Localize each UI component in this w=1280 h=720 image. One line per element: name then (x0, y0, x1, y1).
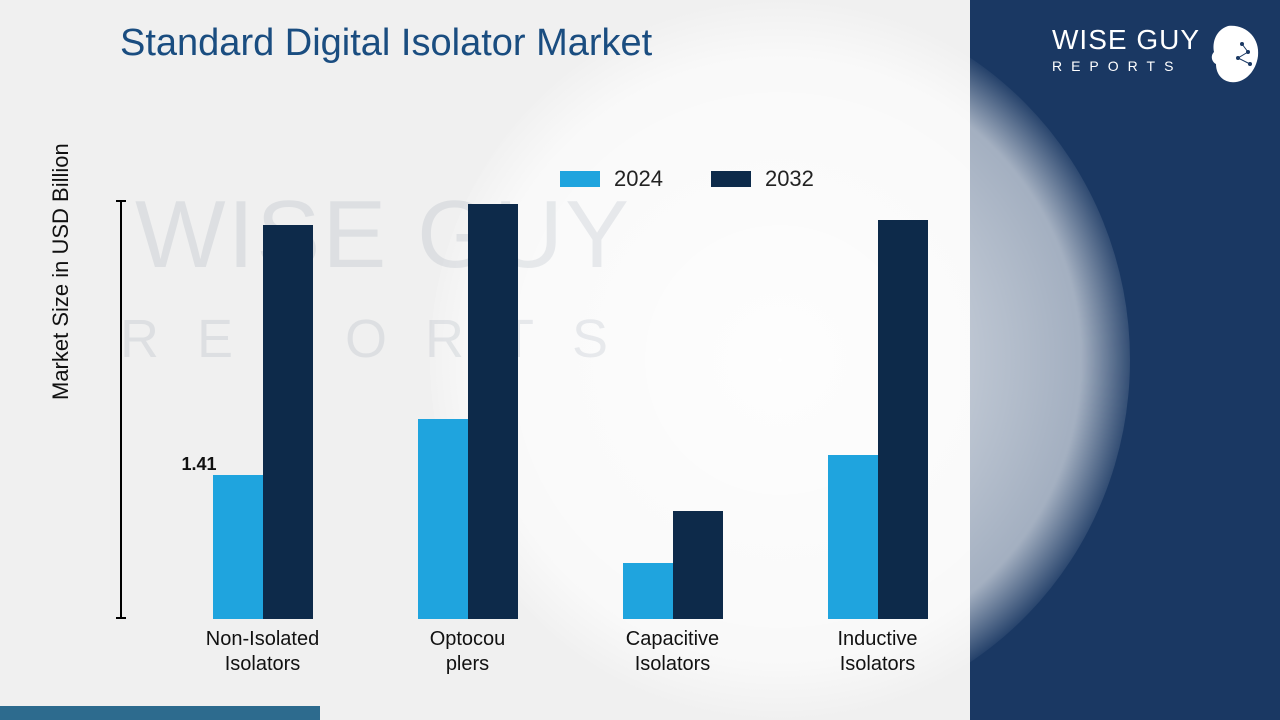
category-label: Optocouplers (388, 627, 548, 677)
brand-line2: REPORTS (1052, 58, 1200, 74)
category-label: CapacitiveIsolators (593, 627, 753, 677)
bar-group: 1.41Non-IsolatedIsolators (193, 225, 333, 619)
brand-logo: WISE GUY REPORTS (1052, 24, 1262, 84)
legend-label: 2032 (765, 166, 814, 192)
bar (878, 220, 928, 620)
bar (468, 204, 518, 619)
y-axis (120, 200, 122, 619)
side-panel (970, 0, 1280, 720)
bar (213, 475, 263, 619)
category-label: Non-IsolatedIsolators (183, 627, 343, 677)
legend-swatch (560, 171, 600, 187)
chart-title: Standard Digital Isolator Market (120, 22, 652, 65)
bar-group: Optocouplers (398, 204, 538, 619)
bar (828, 455, 878, 619)
bar-groups: 1.41Non-IsolatedIsolators Optocouplers Cap… (160, 200, 980, 619)
category-label: InductiveIsolators (798, 627, 958, 677)
bar-group: CapacitiveIsolators (603, 511, 743, 619)
legend-swatch (711, 171, 751, 187)
legend-item: 2024 (560, 166, 663, 192)
brand-line1: WISE GUY (1052, 24, 1200, 56)
legend-item: 2032 (711, 166, 814, 192)
bar-group: InductiveIsolators (808, 220, 948, 620)
plot-area: 1.41Non-IsolatedIsolators Optocouplers Cap… (120, 200, 980, 620)
legend: 2024 2032 (560, 166, 814, 192)
legend-label: 2024 (614, 166, 663, 192)
bar-value-label: 1.41 (181, 454, 216, 475)
y-axis-label: Market Size in USD Billion (48, 143, 74, 400)
bar (418, 419, 468, 619)
bar (623, 563, 673, 619)
bar (263, 225, 313, 619)
bar (673, 511, 723, 619)
footer-accent-bar (0, 706, 320, 720)
head-profile-icon (1208, 24, 1262, 84)
